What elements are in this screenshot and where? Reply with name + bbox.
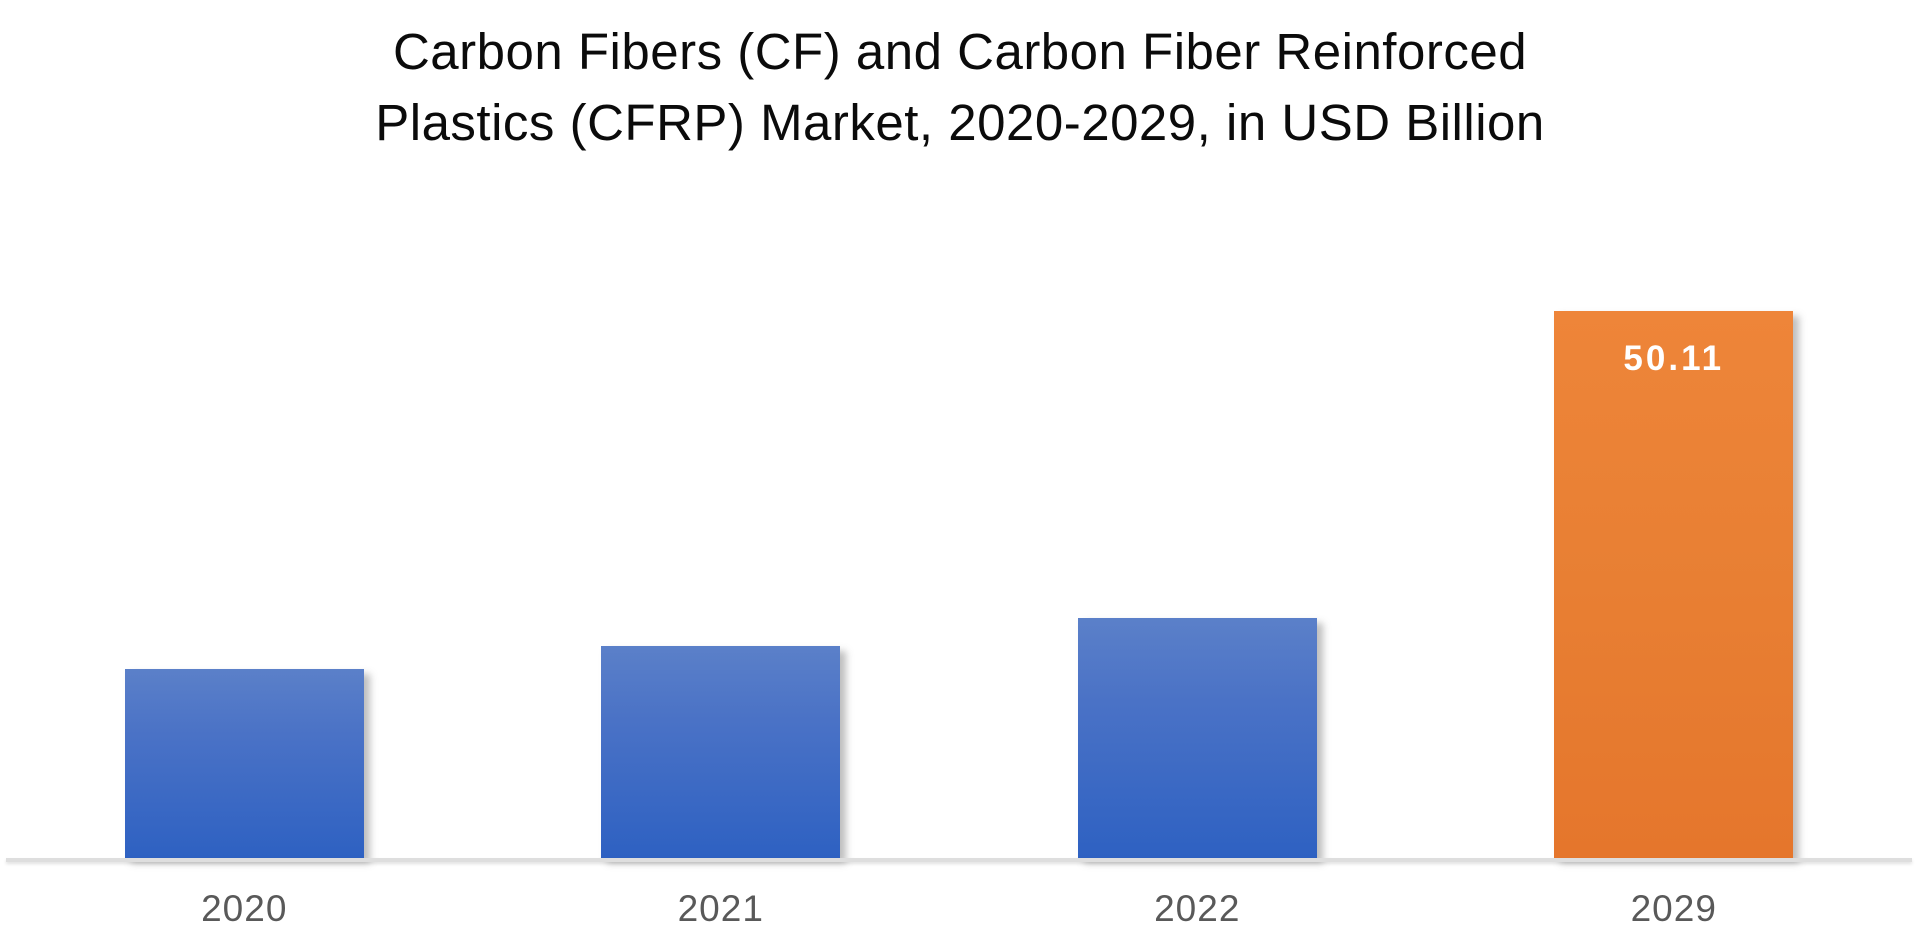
bar-slot-2020 xyxy=(6,258,483,858)
bar-slot-2022 xyxy=(959,258,1436,858)
x-tick-label-2021: 2021 xyxy=(677,888,764,929)
x-axis-line xyxy=(6,858,1912,862)
bar-slot-2021 xyxy=(483,258,960,858)
chart-title: Carbon Fibers (CF) and Carbon Fiber Rein… xyxy=(0,16,1920,158)
bar-2020 xyxy=(124,669,364,858)
x-tick-label-2029: 2029 xyxy=(1630,888,1717,929)
plot-area: 50.11 xyxy=(6,258,1912,858)
bar-value-label-2029: 50.11 xyxy=(1623,339,1725,379)
bar-slot-2029: 50.11 xyxy=(1436,258,1913,858)
x-tick-label-2022: 2022 xyxy=(1154,888,1241,929)
x-tick-label-2020: 2020 xyxy=(201,888,288,929)
bar-2022 xyxy=(1077,618,1317,858)
bar-2021 xyxy=(601,646,841,858)
chart-title-line1: Carbon Fibers (CF) and Carbon Fiber Rein… xyxy=(392,23,1528,80)
x-axis-labels: 2020 2021 2022 2029 xyxy=(6,888,1912,930)
bar-2029: 50.11 xyxy=(1554,311,1794,858)
chart-title-line2: Plastics (CFRP) Market, 2020-2029, in US… xyxy=(375,94,1545,151)
